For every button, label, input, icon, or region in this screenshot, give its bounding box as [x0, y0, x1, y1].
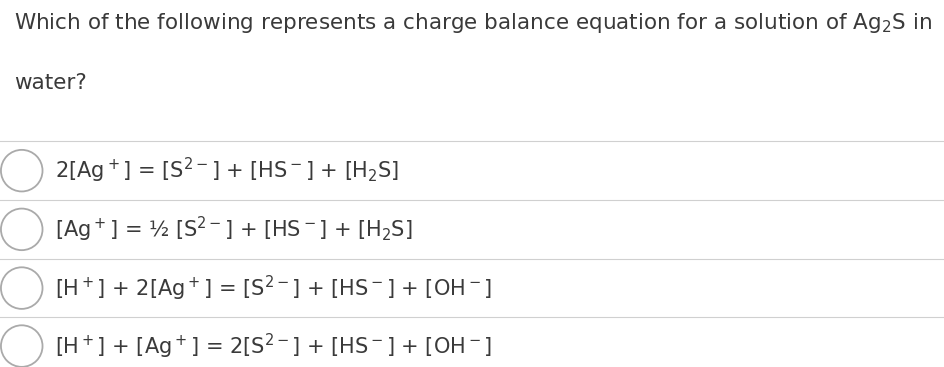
Text: 2[Ag$^+$] = [S$^{2-}$] + [HS$^-$] + [H$_2$S]: 2[Ag$^+$] = [S$^{2-}$] + [HS$^-$] + [H$_… [55, 156, 398, 185]
Text: Which of the following represents a charge balance equation for a solution of Ag: Which of the following represents a char… [14, 11, 931, 35]
Text: water?: water? [14, 73, 87, 93]
Text: [Ag$^+$] = ½ [S$^{2-}$] + [HS$^-$] + [H$_2$S]: [Ag$^+$] = ½ [S$^{2-}$] + [HS$^-$] + [H$… [55, 215, 412, 244]
Text: [H$^+$] + 2[Ag$^+$] = [S$^{2-}$] + [HS$^-$] + [OH$^-$]: [H$^+$] + 2[Ag$^+$] = [S$^{2-}$] + [HS$^… [55, 273, 492, 303]
Text: [H$^+$] + [Ag$^+$] = 2[S$^{2-}$] + [HS$^-$] + [OH$^-$]: [H$^+$] + [Ag$^+$] = 2[S$^{2-}$] + [HS$^… [55, 331, 492, 361]
